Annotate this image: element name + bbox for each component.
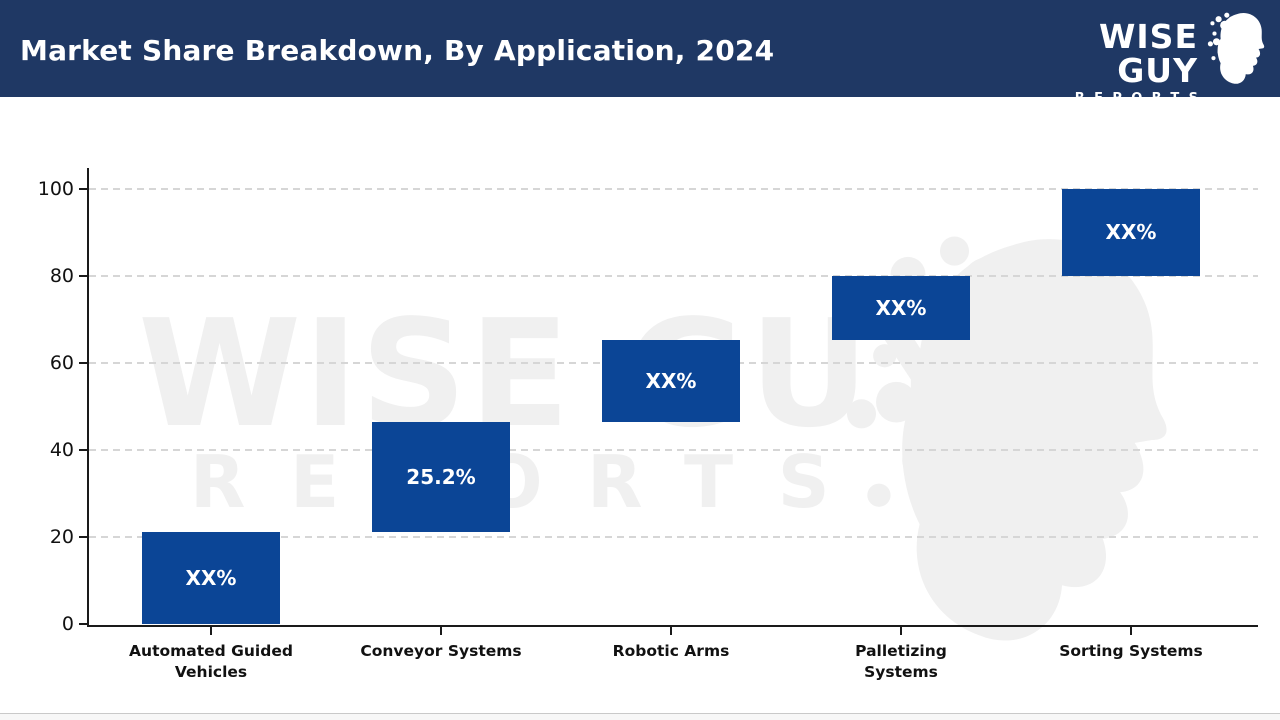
x-axis-tick bbox=[440, 627, 442, 635]
bar-value-label: XX% bbox=[645, 369, 697, 394]
y-axis-tick-label: 80 bbox=[49, 265, 74, 287]
bar-value-label: XX% bbox=[185, 565, 237, 590]
header-bar: Market Share Breakdown, By Application, … bbox=[0, 0, 1280, 106]
gridline-y-20 bbox=[89, 536, 1258, 538]
y-axis-tick bbox=[79, 275, 87, 277]
bar-value-label: XX% bbox=[1105, 220, 1157, 245]
x-axis-category-label-line: Automated Guided bbox=[129, 642, 293, 660]
watermark-subtitle: REPORTS bbox=[190, 440, 875, 524]
x-axis-category-label-line: Robotic Arms bbox=[612, 642, 730, 660]
logo-wordmark: WISE GUY REPORTS bbox=[1026, 17, 1198, 107]
page-title: Market Share Breakdown, By Application, … bbox=[20, 34, 775, 67]
wiseguy-face-icon bbox=[1207, 12, 1265, 84]
y-axis-tick bbox=[79, 449, 87, 451]
waterfall-bar bbox=[142, 531, 280, 624]
x-axis-line bbox=[87, 625, 1258, 627]
x-axis-category-label: Robotic Arms bbox=[556, 641, 786, 662]
x-axis-tick bbox=[210, 627, 212, 635]
bottom-divider bbox=[0, 713, 1280, 714]
bottom-strip bbox=[0, 714, 1280, 720]
x-axis-category-label: Automated Guided Vehicles bbox=[96, 641, 326, 683]
waterfall-bar bbox=[602, 339, 740, 423]
y-axis-tick-label: 20 bbox=[49, 526, 74, 548]
x-axis-category-label-line: Sorting Systems bbox=[1059, 642, 1203, 660]
x-axis-category-label: Sorting Systems bbox=[1016, 641, 1246, 662]
x-axis-tick bbox=[900, 627, 902, 635]
y-axis-tick bbox=[79, 188, 87, 190]
x-axis-tick bbox=[1130, 627, 1132, 635]
gridline-y-80 bbox=[89, 275, 1258, 277]
y-axis-tick bbox=[79, 362, 87, 364]
y-axis-tick bbox=[79, 536, 87, 538]
waterfall-bar bbox=[372, 422, 510, 532]
logo-wordmark-line2: REPORTS bbox=[1074, 91, 1208, 106]
x-axis-category-label: Palletizing Systems bbox=[786, 641, 1016, 683]
gridline-y-40 bbox=[89, 449, 1258, 451]
waterfall-bar bbox=[832, 275, 970, 340]
x-axis-category-label-line: Vehicles bbox=[174, 663, 248, 681]
y-axis-tick bbox=[79, 623, 87, 625]
y-axis-tick-label: 0 bbox=[61, 613, 74, 635]
x-axis-category-label-line: Palletizing bbox=[855, 642, 947, 660]
x-axis-category-label-line: Conveyor Systems bbox=[360, 642, 522, 660]
y-axis-line bbox=[87, 168, 89, 627]
gridline-y-100 bbox=[89, 188, 1258, 190]
logo-wordmark-line1: WISE GUY bbox=[1099, 17, 1198, 90]
y-axis-tick-label: 60 bbox=[49, 352, 74, 374]
bar-value-label: 25.2% bbox=[406, 464, 476, 489]
x-axis-tick bbox=[670, 627, 672, 635]
x-axis-category-label: Conveyor Systems bbox=[326, 641, 556, 662]
y-axis-tick-label: 100 bbox=[37, 178, 74, 200]
wiseguy-logo: WISE GUY REPORTS bbox=[1026, 6, 1266, 106]
y-axis-tick-label: 40 bbox=[49, 439, 74, 461]
x-axis-category-label-line: Systems bbox=[864, 663, 938, 681]
bar-value-label: XX% bbox=[875, 295, 927, 320]
waterfall-bar bbox=[1062, 189, 1200, 276]
